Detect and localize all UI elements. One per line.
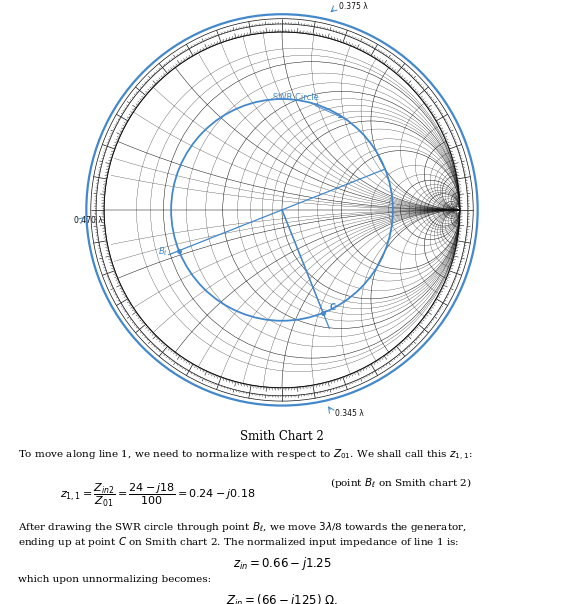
Text: 0.345 λ: 0.345 λ (336, 409, 364, 418)
Text: To move along line 1, we need to normalize with respect to $Z_{01}$. We shall ca: To move along line 1, we need to normali… (18, 448, 473, 463)
Text: 0.470 λ: 0.470 λ (74, 216, 103, 225)
Text: (point $B_\ell$ on Smith chart 2): (point $B_\ell$ on Smith chart 2) (330, 476, 472, 490)
Text: SWR Circle: SWR Circle (274, 92, 342, 118)
Text: After drawing the SWR circle through point $B_\ell$, we move $3\lambda$/8 toward: After drawing the SWR circle through poi… (18, 520, 466, 534)
Text: 0.375 λ: 0.375 λ (339, 2, 368, 11)
Text: C: C (329, 303, 336, 312)
Text: which upon unnormalizing becomes:: which upon unnormalizing becomes: (18, 575, 211, 584)
Text: Smith Chart 2: Smith Chart 2 (240, 430, 324, 443)
Text: $z_{1,1} = \dfrac{Z_{in2}}{Z_{01}} = \dfrac{24 - j18}{100} = 0.24 - j0.18$: $z_{1,1} = \dfrac{Z_{in2}}{Z_{01}} = \df… (60, 482, 255, 509)
Text: $z_{in} = 0.66 - j1.25$: $z_{in} = 0.66 - j1.25$ (232, 555, 332, 572)
Text: $Z_{in} = (66 - j125)\ \Omega.$: $Z_{in} = (66 - j125)\ \Omega.$ (226, 592, 338, 604)
Text: ending up at point $C$ on Smith chart 2. The normalized input impedance of line : ending up at point $C$ on Smith chart 2.… (18, 535, 459, 549)
Text: $B_\ell$: $B_\ell$ (157, 245, 168, 258)
